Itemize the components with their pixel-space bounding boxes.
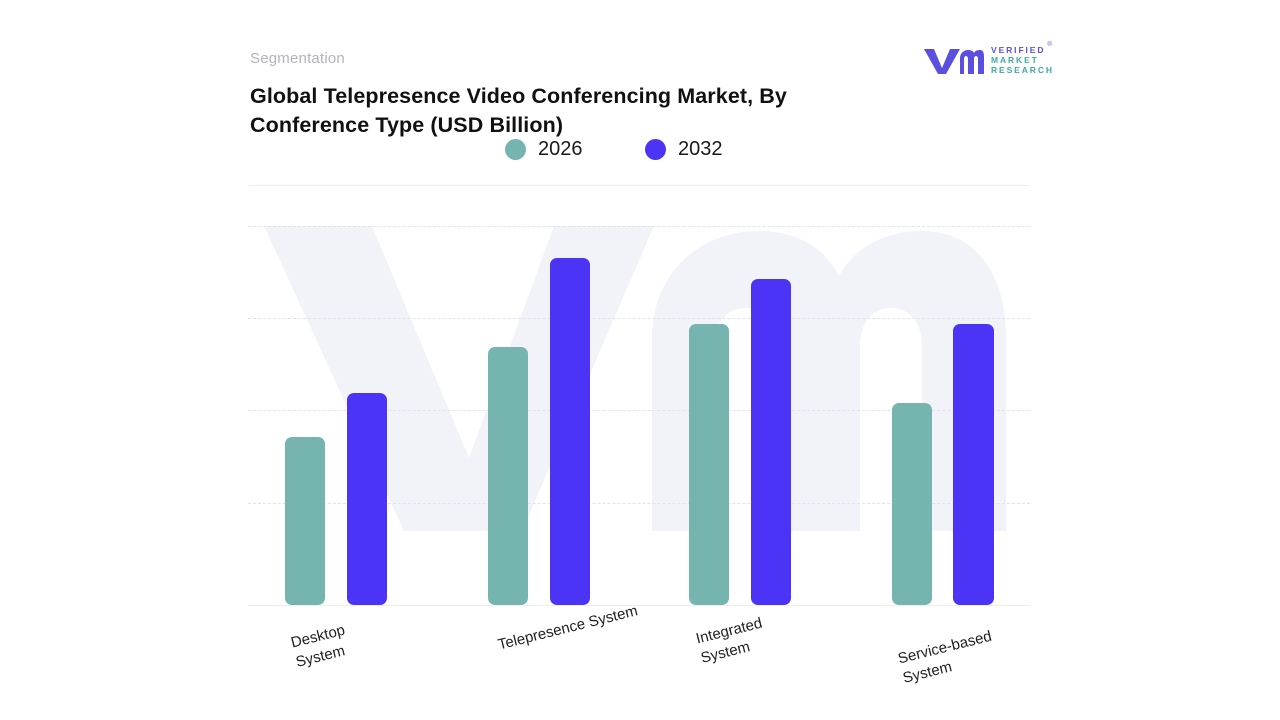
- gridline-4: [248, 226, 1030, 227]
- x-tick-label-service-based-system: Service-based System: [896, 627, 994, 688]
- x-axis-labels: Desktop System Telepresence System Integ…: [248, 602, 1038, 708]
- legend-item-2026[interactable]: 2026: [505, 138, 645, 161]
- brand-logo-text: VERIFIED ® MARKET RESEARCH: [991, 41, 1054, 75]
- gridline-3: [248, 318, 1030, 319]
- bar-2026-desktop-system[interactable]: [285, 437, 325, 605]
- brand-logo: VERIFIED ® MARKET RESEARCH: [922, 40, 1062, 80]
- bar-2032-service-based-system[interactable]: [953, 324, 994, 605]
- bar-2032-integrated-system[interactable]: [751, 279, 791, 605]
- gridline-2: [248, 410, 1030, 411]
- legend-label-2032: 2032: [678, 137, 723, 160]
- bar-2032-desktop-system[interactable]: [347, 393, 387, 605]
- bar-2032-telepresence-system[interactable]: [550, 258, 590, 605]
- gridline-1: [248, 503, 1030, 504]
- plot-area: [248, 186, 1030, 606]
- chart-legend: 2026 2032: [505, 136, 723, 162]
- x-axis-line: [248, 605, 1030, 606]
- legend-swatch-2032: [645, 138, 666, 160]
- brand-line-research: RESEARCH: [991, 65, 1054, 75]
- brand-line-verified: VERIFIED ®: [991, 41, 1054, 55]
- vm-monogram-icon: [922, 44, 984, 76]
- registered-mark-icon: ®: [1047, 41, 1054, 48]
- header-divider: [248, 185, 1030, 186]
- page-title: Global Telepresence Video Conferencing M…: [250, 84, 787, 138]
- bar-2026-service-based-system[interactable]: [892, 403, 932, 605]
- bar-2026-integrated-system[interactable]: [689, 324, 729, 605]
- legend-item-2032[interactable]: 2032: [645, 138, 723, 161]
- brand-line-market: MARKET: [991, 54, 1039, 65]
- segmentation-label: Segmentation: [250, 50, 345, 67]
- bar-2026-telepresence-system[interactable]: [488, 347, 528, 605]
- legend-label-2026: 2026: [538, 137, 583, 160]
- legend-swatch-2026: [505, 138, 526, 160]
